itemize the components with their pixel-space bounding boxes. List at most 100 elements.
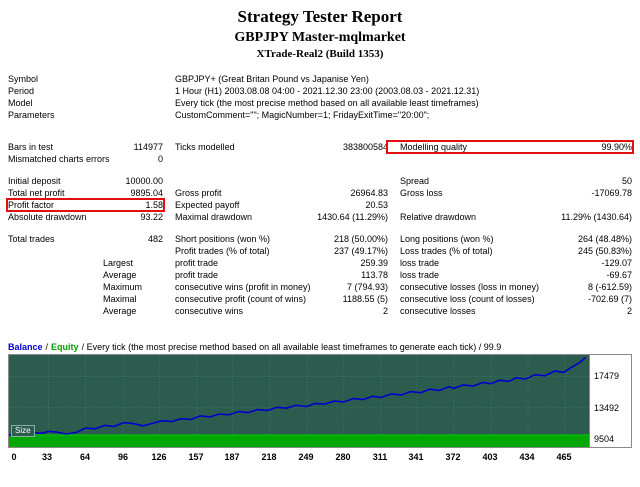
stat-value: 237 (49.17%) (333, 246, 388, 256)
stat-value: 8 (-612.59) (587, 282, 632, 292)
stat-label: Short positions (won %) (175, 234, 271, 244)
stat-label: profit trade (175, 270, 219, 280)
info-label: Symbol (8, 74, 39, 84)
stat-value: 264 (48.48%) (577, 234, 632, 244)
report-header: Strategy Tester Report GBPJPY Master-mql… (0, 7, 640, 60)
stat-value: Largest (103, 258, 134, 268)
info-label: Model (8, 98, 33, 108)
stat-value: 93.22 (140, 212, 163, 222)
stat-label (388, 199, 520, 211)
stat-label (388, 153, 520, 165)
info-label: Parameters (8, 110, 55, 120)
stat-value: -129.07 (601, 258, 632, 268)
stat-value (520, 153, 632, 165)
legend-description: / Every tick (the most precise method ba… (81, 342, 502, 352)
stat-value: Maximum (103, 282, 143, 292)
x-axis-label: 465 (556, 452, 572, 462)
stat-value: 2 (382, 306, 388, 316)
info-table: Symbol GBPJPY+ (Great Britan Pound vs Jap… (8, 74, 632, 121)
stat-value: 0 (157, 154, 163, 164)
x-axis-label: 434 (519, 452, 535, 462)
stat-value: 50 (621, 176, 632, 186)
stat-label: loss trade (400, 270, 440, 280)
stat-value: Average (103, 306, 137, 316)
stat-value (303, 153, 388, 165)
stat-value: Average (103, 270, 137, 280)
size-label: Size (11, 425, 35, 437)
stat-value (303, 175, 388, 187)
stat-label (163, 175, 303, 187)
x-axis-label: 280 (335, 452, 351, 462)
x-axis-label: 126 (151, 452, 167, 462)
stat-label: Gross loss (400, 188, 443, 198)
table-row: Maximum consecutive wins (profit in money… (8, 281, 632, 293)
stat-label: Gross profit (175, 188, 222, 198)
stat-value: 113.78 (361, 270, 388, 280)
stat-value: 10000.00 (125, 176, 163, 186)
stat-label: loss trade (400, 258, 440, 268)
stat-value: 218 (50.00%) (333, 234, 388, 244)
y-axis-label: 17479 (594, 371, 620, 381)
legend-separator: / (45, 342, 49, 352)
table-row: Absolute drawdown 93.22 Maximal drawdown 14… (8, 211, 632, 223)
table-row: Profit trades (% of total) 237 (49.17%) Lo… (8, 245, 632, 257)
stat-value: 383800584 (342, 142, 388, 152)
y-axis: 17479 13492 9504 (589, 355, 631, 447)
stat-label: Mismatched charts errors (8, 154, 110, 164)
stat-value: 259.39 (360, 258, 388, 268)
info-row: Parameters CustomComment=""; MagicNumber=… (8, 110, 632, 121)
x-axis-label: 218 (261, 452, 277, 462)
table-row: Average consecutive wins 2 consecutive loss… (8, 305, 632, 317)
stat-value: 245 (50.83%) (577, 246, 632, 256)
chart-plot-area: Size 17479 13492 9504 (8, 354, 632, 448)
stats-section: Bars in test 114977 Ticks modelled 38380058… (8, 140, 634, 165)
stat-value: 11.29% (1430.64) (561, 212, 632, 222)
plot-wrap: Size (9, 355, 589, 447)
stat-value: 1.58 (145, 200, 163, 210)
table-row: Largest profit trade 259.39 loss trade -129.… (8, 257, 632, 269)
table-row: Mismatched charts errors 0 (8, 153, 632, 165)
chart-legend: Balance / Equity / Every tick (the most pre… (8, 341, 632, 354)
stat-label: consecutive loss (count of losses) (400, 294, 535, 304)
info-label: Period (8, 86, 35, 96)
y-axis-label: 9504 (594, 434, 615, 444)
stat-label (163, 153, 303, 165)
stat-label: Long positions (won %) (400, 234, 494, 244)
stat-label: Modelling quality (400, 142, 468, 152)
x-axis-label: 311 (372, 452, 388, 462)
x-axis-label: 249 (298, 452, 314, 462)
stat-value: 1188.55 (5) (342, 294, 388, 304)
info-row: Symbol GBPJPY+ (Great Britan Pound vs Jap… (8, 74, 632, 85)
stat-label: Expected payoff (175, 200, 240, 210)
x-axis-label: 157 (188, 452, 204, 462)
stat-label: consecutive profit (count of wins) (175, 294, 307, 304)
report-subtitle: GBPJPY Master-mqlmarket (234, 30, 406, 45)
stat-label: Absolute drawdown (8, 212, 87, 222)
stat-label (8, 305, 103, 317)
stat-label (8, 245, 103, 257)
stat-label: consecutive wins (175, 306, 244, 316)
x-axis-label: 0 (11, 452, 17, 462)
stats-table: Bars in test 114977 Ticks modelled 38380058… (6, 140, 634, 317)
balance-legend-label: Balance (8, 342, 43, 352)
stat-value: 9895.04 (130, 188, 163, 198)
stat-label: Total trades (8, 234, 55, 244)
info-value: 1 Hour (H1) 2003.08.08 04:00 - 2021.12.3… (175, 86, 480, 96)
stat-value: 26964.83 (350, 188, 388, 198)
stat-label: Loss trades (% of total) (400, 246, 493, 256)
stat-label: Maximal drawdown (175, 212, 253, 222)
table-row: Total net profit 9895.04 Gross profit 26964… (8, 187, 632, 199)
stat-label: consecutive losses (loss in money) (400, 282, 540, 292)
info-value: GBPJPY+ (Great Britan Pound vs Japanise … (175, 74, 369, 84)
stats-section: Initial deposit 10000.00 Spread 50 Total net… (6, 175, 632, 223)
stat-label: consecutive wins (profit in money) (175, 282, 311, 292)
x-axis-label: 96 (117, 452, 129, 462)
stat-value (520, 199, 632, 211)
stat-label: Total net profit (8, 188, 65, 198)
x-axis-label: 341 (408, 452, 424, 462)
stat-label: Profit factor (8, 200, 55, 210)
page-title: Strategy Tester Report (237, 7, 403, 26)
equity-legend-label: Equity (51, 342, 79, 352)
stat-label: Relative drawdown (400, 212, 477, 222)
x-axis-label: 64 (79, 452, 91, 462)
